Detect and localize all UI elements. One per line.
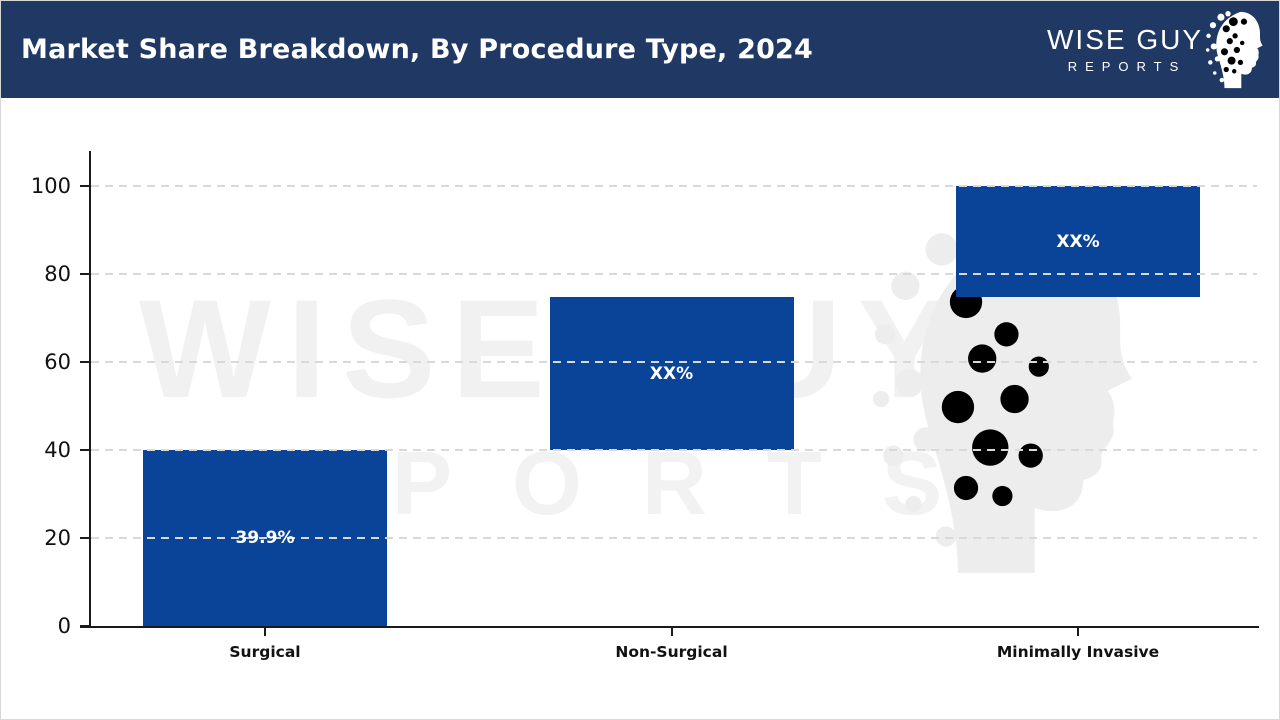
y-axis-tick-label: 0 (57, 614, 71, 638)
y-axis-tick-label: 20 (44, 526, 71, 550)
y-axis-tick (80, 273, 89, 275)
bar-value-label: XX% (1056, 231, 1100, 252)
header: Market Share Breakdown, By Procedure Typ… (1, 1, 1279, 98)
y-axis-tick (80, 185, 89, 187)
gridline (91, 361, 1257, 363)
bar-segment (956, 186, 1200, 298)
x-axis-tick-label: Surgical (229, 643, 301, 661)
gridline (91, 273, 1257, 275)
logo-wordmark: WISE GUY (1046, 24, 1203, 55)
bar-value-label: 39.9% (235, 528, 295, 549)
y-axis-tick-label: 80 (44, 262, 71, 286)
x-axis-tick-label: Minimally Invasive (996, 643, 1160, 661)
x-axis-tick (1077, 628, 1079, 636)
x-axis-tick (264, 628, 266, 636)
plot-area: 0 20 40 60 80 100 39.9% Surgical XX% Non-Surgical… (31, 151, 1259, 661)
y-axis-tick (80, 361, 89, 363)
bar-value-label: XX% (649, 363, 694, 384)
x-axis-line (80, 626, 1259, 628)
y-axis-tick-label: 100 (30, 174, 71, 198)
watermark-wordmark: WISE GUY (139, 270, 951, 427)
gridline (91, 185, 1257, 187)
y-axis-tick-label: 60 (44, 350, 71, 374)
y-axis-tick-label: 40 (44, 438, 71, 462)
y-axis-line (89, 151, 91, 628)
gridline (91, 449, 1257, 451)
logo-text: WISE GUY REPORTS (1046, 24, 1203, 74)
y-axis-tick (80, 449, 89, 451)
x-axis-tick (670, 628, 673, 636)
logo-subtext: REPORTS (1067, 59, 1187, 74)
wise-guy-reports-logo: WISE GUY REPORTS .h1g .holes{fill:#20386… (1047, 9, 1267, 91)
bar-segment (549, 297, 794, 451)
page-title: Market Share Breakdown, By Procedure Typ… (21, 34, 814, 65)
logo-face-icon: .h1g .holes{fill:#203864;} (1205, 10, 1263, 88)
x-axis-tick-label: Non-Surgical (615, 643, 728, 661)
y-axis-tick (80, 625, 89, 627)
y-axis-tick (80, 537, 89, 539)
gridline (91, 537, 1257, 539)
